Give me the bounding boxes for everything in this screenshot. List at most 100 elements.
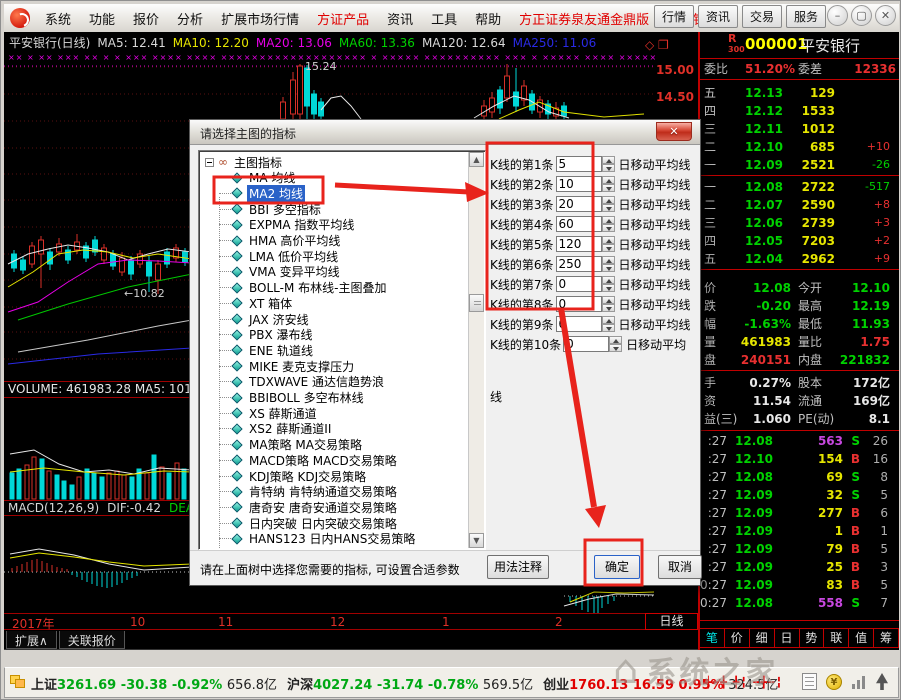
index-switch-icon[interactable] [10, 675, 26, 689]
tree-item-日内突破[interactable]: 日内突破 日内突破交易策略 [219, 515, 399, 531]
tab-值[interactable]: 值 [849, 629, 875, 647]
status-glyph-buttons[interactable]: ┿╍╋ ╇╏ ╍╋╍╏ [705, 676, 784, 689]
period-label[interactable]: 日线 [645, 613, 698, 630]
tree-item-EXPMA[interactable]: EXPMA 指数平均线 [219, 217, 356, 233]
index-segment-沪深[interactable]: 沪深4027.24 -31.74 -0.78% 569.5亿 [287, 678, 534, 693]
menu-item-系统[interactable]: 系统 [45, 12, 72, 28]
spinner-icon[interactable] [601, 216, 615, 232]
tab-细[interactable]: 细 [750, 629, 775, 647]
tab-势[interactable]: 势 [800, 629, 825, 647]
quick-button-资讯[interactable]: 资讯 [697, 5, 738, 28]
spinner-icon[interactable] [601, 236, 615, 252]
tab-联[interactable]: 联 [824, 629, 850, 647]
tree-item-BBI[interactable]: BBI 多空指标 [219, 201, 323, 217]
dialog-titlebar[interactable]: 请选择主图的指标 ✕ [190, 120, 700, 145]
tree-item-MA2[interactable]: MA2 均线 [219, 184, 306, 202]
low-price-label: ←10.82 [124, 287, 165, 300]
quick-button-交易[interactable]: 交易 [741, 5, 782, 28]
menu-item-分析[interactable]: 分析 [177, 12, 204, 28]
notes-icon[interactable] [802, 673, 817, 690]
scroll-thumb[interactable] [469, 294, 484, 312]
index-segment-创业[interactable]: 创业1760.13 16.59 0.95% 324.5亿 [543, 678, 779, 693]
tree-item-唐奇安[interactable]: 唐奇安 唐奇安通道交易策略 [219, 499, 399, 515]
coin-icon[interactable]: ¥ [826, 673, 842, 690]
tree-item-XS2[interactable]: XS2 薛斯通道II [219, 421, 333, 437]
tree-item-MA策略[interactable]: MA策略 MA交易策略 [219, 437, 364, 453]
spinner-icon[interactable] [601, 196, 615, 212]
tree-item-PBX[interactable]: PBX 瀑布线 [219, 327, 315, 343]
collapse-icon[interactable] [205, 157, 214, 167]
param-input-3[interactable] [555, 196, 602, 212]
minimize-button[interactable]: – [827, 5, 848, 26]
tree-item-ENE[interactable]: ENE 轨道线 [219, 342, 315, 358]
spinner-icon[interactable] [609, 336, 623, 352]
spinner-icon[interactable] [601, 296, 615, 312]
scroll-up-icon[interactable]: ▲ [469, 152, 484, 167]
misc-icon[interactable] [876, 673, 888, 690]
chart-corner-icons[interactable]: ◇ ❐ [645, 38, 669, 52]
param-input-6[interactable] [555, 256, 602, 272]
tree-item-BBIBOLL[interactable]: BBIBOLL 多空布林线 [219, 390, 366, 406]
menu-item-工具[interactable]: 工具 [431, 12, 458, 28]
param-input-4[interactable] [555, 216, 602, 232]
spinner-icon[interactable] [601, 276, 615, 292]
menu-item-方证产品[interactable]: 方证产品 [317, 12, 370, 28]
spinner-icon[interactable] [601, 256, 615, 272]
menu-item-资讯[interactable]: 资讯 [387, 12, 414, 28]
tape-row: :27 12.08 563 S 26 [707, 434, 888, 448]
param-input-1[interactable] [555, 156, 602, 172]
gem-icon [231, 391, 243, 404]
scroll-down-icon[interactable]: ▼ [469, 533, 484, 548]
tree-item-MACD策略[interactable]: MACD策略 MACD交易策略 [219, 452, 399, 468]
tree-item-MA[interactable]: MA 均线 [219, 170, 297, 186]
tree-root[interactable]: ∞ 主图指标 [205, 154, 284, 170]
restore-button[interactable]: ▢ [851, 5, 872, 26]
signal-icon[interactable] [851, 674, 867, 690]
info-row: 跌 -0.20 最高 12.19 [704, 299, 890, 313]
tree-item-TDXWAVE[interactable]: TDXWAVE 通达信趋势浪 [219, 374, 386, 390]
tree-item-LMA[interactable]: LMA 低价平均线 [219, 248, 340, 264]
tree-item-MIKE[interactable]: MIKE 麦克支撑压力 [219, 358, 356, 374]
param-input-2[interactable] [555, 176, 602, 192]
menu-item-帮助[interactable]: 帮助 [475, 12, 502, 28]
tree-item-HANS123[interactable]: HANS123 日内HANS交易策略 [219, 531, 417, 547]
usage-notes-button[interactable]: 用法注释 [487, 555, 549, 579]
tree-item-肯特纳[interactable]: 肯特纳 肯特纳通道交易策略 [219, 484, 399, 500]
tree-item-HMA[interactable]: HMA 高价平均线 [219, 233, 342, 249]
quick-button-服务[interactable]: 服务 [785, 5, 826, 28]
close-icon[interactable]: ✕ [656, 122, 692, 141]
tab-扩展∧[interactable]: 扩展∧ [6, 631, 57, 649]
quick-button-行情[interactable]: 行情 [653, 5, 694, 28]
tab-价[interactable]: 价 [725, 629, 750, 647]
tree-item-XS[interactable]: XS 薛斯通道 [219, 405, 319, 421]
tree-item-BOLL-M[interactable]: BOLL-M 布林线-主图叠加 [219, 280, 388, 296]
param-input-9[interactable] [555, 316, 602, 332]
spinner-icon[interactable] [601, 316, 615, 332]
param-input-5[interactable] [555, 236, 602, 252]
tab-关联报价[interactable]: 关联报价 [58, 631, 125, 649]
tree-scrollbar[interactable]: ▲ ▼ [468, 152, 484, 548]
spinner-icon[interactable] [601, 176, 615, 192]
tree-item-JAX[interactable]: JAX 济安线 [219, 311, 311, 327]
tree-item-VMA[interactable]: VMA 变异平均线 [219, 264, 342, 280]
menu-item-方正证券泉友通金鼎版[interactable]: 方正证券泉友通金鼎版 [519, 12, 650, 28]
tab-筹[interactable]: 筹 [874, 629, 899, 647]
tree-item-KDJ策略[interactable]: KDJ策略 KDJ交易策略 [219, 468, 368, 484]
menu-item-报价[interactable]: 报价 [133, 12, 160, 28]
param-input-7[interactable] [555, 276, 602, 292]
menu-item-功能[interactable]: 功能 [89, 12, 116, 28]
menu-item-扩展市场行情[interactable]: 扩展市场行情 [221, 12, 300, 28]
param-row-8: K线的第8条日移动平均线 [490, 294, 691, 314]
param-input-8[interactable] [555, 296, 602, 312]
tab-日[interactable]: 日 [775, 629, 800, 647]
depth-row: 四 12.05 7203 +2 [704, 234, 890, 248]
tab-笔[interactable]: 笔 [700, 629, 725, 647]
indicator-params: K线的第1条日移动平均线K线的第2条日移动平均线K线的第3条日移动平均线K线的第… [490, 152, 696, 552]
tree-item-XT[interactable]: XT 箱体 [219, 295, 294, 311]
spinner-icon[interactable] [601, 156, 615, 172]
param-input-10[interactable] [563, 336, 610, 352]
close-button[interactable]: ✕ [875, 5, 896, 26]
cancel-button[interactable]: 取消 [658, 555, 702, 579]
index-segment-上证[interactable]: 上证3261.69 -30.38 -0.92% 656.8亿 [31, 678, 278, 693]
ok-button[interactable]: 确定 [594, 555, 640, 579]
